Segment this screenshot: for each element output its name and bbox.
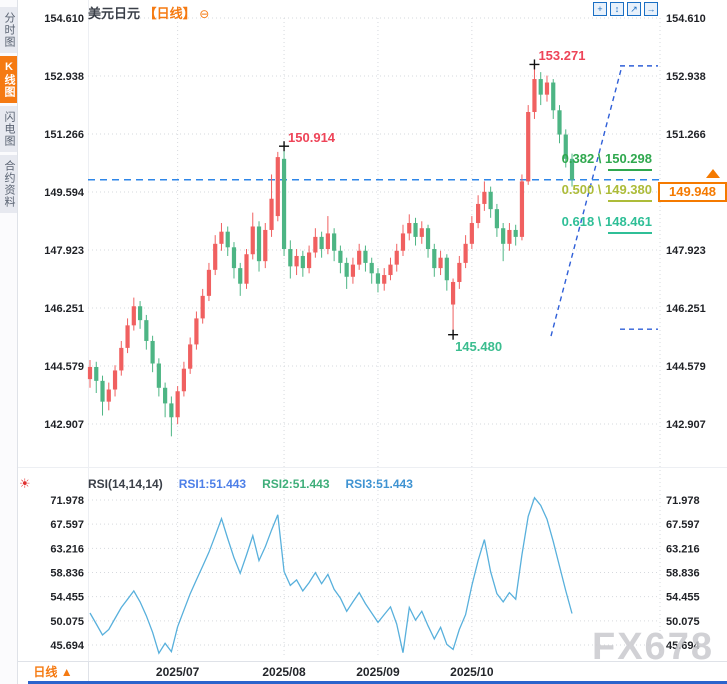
price-cross-marker (448, 329, 459, 340)
pane-divider (18, 467, 727, 468)
price-axis-label-left: 151.266 (44, 129, 84, 141)
fib-0382-level-line[interactable] (608, 168, 652, 171)
rsi1-value: RSI1:51.443 (178, 477, 247, 491)
price-axis-label-right: 144.579 (666, 361, 706, 373)
chart-header: 美元日元 【日线】 ⊖ (88, 3, 209, 22)
rsi-line (89, 496, 573, 655)
rsi-axis-label-left: 54.455 (50, 592, 84, 604)
fib-0618-label[interactable]: 0.618 \ 148.461 (561, 214, 652, 230)
month-label: 2025/10 (450, 665, 494, 679)
price-cross-marker (529, 59, 540, 70)
left-sidebar: 分时图 K线图 闪电图 合约资料 (0, 0, 18, 684)
symbol-title: 美元日元 (88, 6, 141, 21)
price-axis-label-right: 142.907 (666, 419, 706, 431)
chart-toolbar: + ↕ ↗ → (593, 2, 658, 16)
rsi-axis-label-right: 50.075 (666, 616, 700, 628)
period-selector[interactable]: 日线 ▲ (18, 662, 89, 683)
price-axis-label-left: 152.938 (44, 71, 84, 83)
rsi2-value: RSI2:51.443 (262, 477, 330, 491)
grid: 154.610 154.610 152.938 152.938 151.266 151.2… (44, 13, 707, 658)
rsi-indicator-name: RSI(14,14,14) (88, 477, 163, 491)
rsi-axis-label-left: 45.694 (50, 640, 85, 652)
rsi3-value: RSI3:51.443 (345, 477, 413, 491)
rsi-axis-label-left: 63.216 (50, 543, 84, 555)
rsi-axis-label-right: 71.978 (666, 495, 700, 507)
interval-label: 【日线】 (143, 6, 196, 21)
price-axis-label-left: 149.594 (44, 187, 85, 199)
price-cross-marker (279, 141, 290, 152)
price-axis-label-right: 151.266 (666, 129, 706, 141)
swing-low-marker: 145.480 (455, 338, 503, 354)
fib-0618-level-line[interactable] (608, 232, 652, 235)
fib-0382-label[interactable]: 0.382 \ 150.298 (561, 150, 652, 166)
price-axis-label-right: 147.923 (666, 245, 706, 257)
price-axis-label-right: 154.610 (666, 13, 706, 25)
crosshair-icon[interactable]: + (593, 2, 607, 16)
fib-0500-label[interactable]: 0.500 \ 149.380 (561, 182, 652, 198)
rsi-axis-label-right: 45.694 (666, 640, 701, 652)
trend-line-drawing[interactable] (550, 65, 658, 337)
rsi-axis-label-right: 67.597 (666, 519, 700, 531)
rsi-axis-label-left: 50.075 (50, 616, 84, 628)
rsi-axis-label-left: 58.836 (50, 568, 84, 580)
sidebar-tab-contract-info[interactable]: 合约资料 (0, 155, 17, 213)
price-axis-label-left: 154.610 (44, 13, 84, 25)
candles-group (87, 64, 575, 437)
rsi-axis-label-right: 58.836 (666, 568, 700, 580)
price-axis-label-left: 144.579 (44, 361, 84, 373)
high-price-marker: 153.271 (538, 48, 586, 64)
month-label: 2025/07 (155, 665, 200, 679)
rsi-axis-label-left: 67.597 (50, 519, 84, 531)
collapse-icon[interactable]: ⊖ (199, 7, 210, 21)
rsi-axis-label-left: 71.978 (50, 495, 84, 507)
price-axis-label-left: 146.251 (44, 303, 84, 315)
rsi-header: RSI(14,14,14) RSI1:51.443 RSI2:51.443 RS… (88, 477, 413, 491)
rsi-axis-label-right: 63.216 (666, 543, 700, 555)
scroll-range-bar[interactable] (28, 681, 727, 684)
price-axis-label-left: 142.907 (44, 419, 84, 431)
sidebar-tab-lightning[interactable]: 闪电图 (0, 106, 17, 152)
price-axis-label-right: 152.938 (666, 71, 706, 83)
price-axis-label-left: 147.923 (44, 245, 84, 257)
scale-auto-icon[interactable]: ↗ (627, 2, 641, 16)
axis-divider (88, 0, 89, 662)
pan-right-icon[interactable]: → (644, 2, 658, 16)
current-price-tag: 149.948 (658, 181, 727, 202)
month-label: 2025/08 (262, 665, 306, 679)
price-up-arrow-icon (706, 168, 720, 178)
bottom-bar: 日线 ▲ 2025/07 2025/08 2025/09 2025/10 (18, 661, 727, 684)
sidebar-tab-timeshare[interactable]: 分时图 (0, 7, 17, 53)
month-label: 2025/09 (356, 665, 400, 679)
scale-vertical-icon[interactable]: ↕ (610, 2, 624, 16)
fib-0500-level-line[interactable] (608, 200, 652, 203)
rsi-axis-label-right: 54.455 (666, 592, 700, 604)
indicator-settings-icon[interactable]: ☀ (19, 476, 31, 491)
price-axis-label-right: 146.251 (666, 303, 706, 315)
sidebar-tab-kline[interactable]: K线图 (0, 56, 17, 103)
swing-high-marker: 150.914 (288, 130, 336, 146)
